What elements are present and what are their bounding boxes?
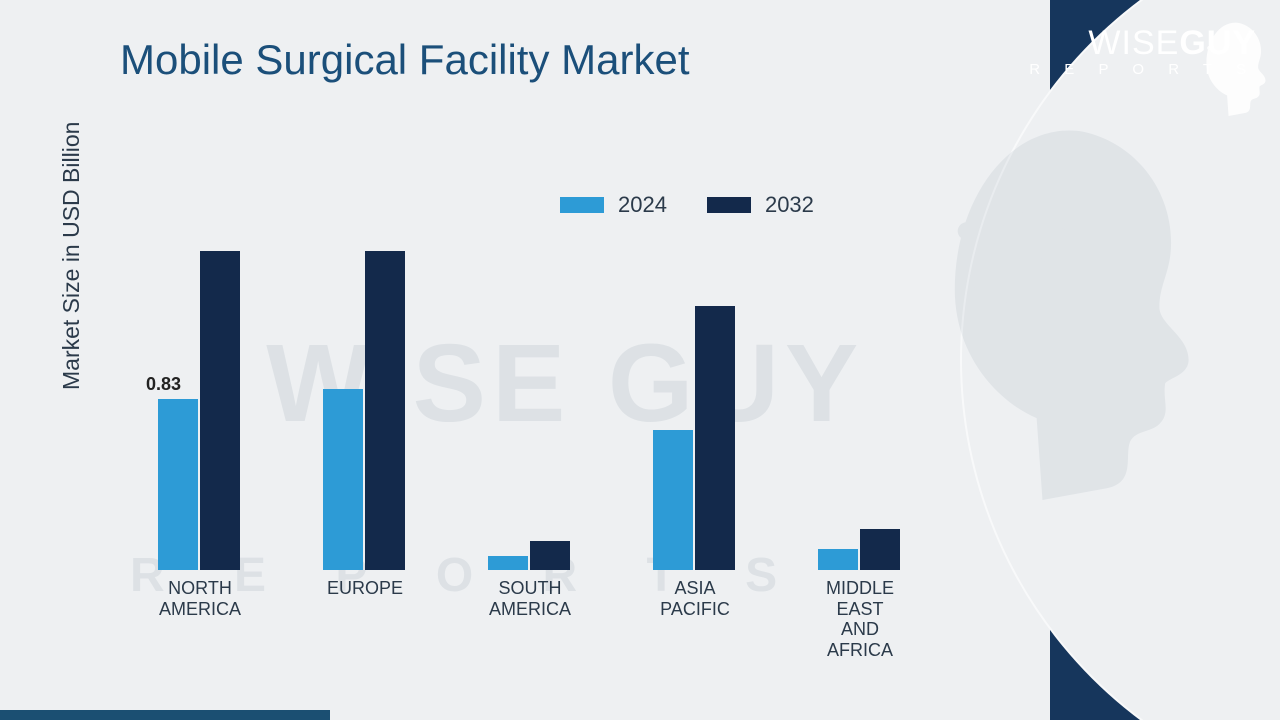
- category-label-na: NORTH AMERICA: [130, 578, 270, 619]
- category-label-sa: SOUTH AMERICA: [460, 578, 600, 619]
- bar-2024-mea: [818, 549, 858, 570]
- legend-swatch-2024: [560, 197, 604, 213]
- bar-2024-ap: [653, 430, 693, 570]
- legend: 2024 2032: [560, 192, 814, 218]
- logo-line1: WISEGUY: [1029, 26, 1256, 60]
- brand-logo: WISEGUY R E P O R T S: [1029, 26, 1256, 77]
- bar-2032-mea: [860, 529, 900, 570]
- category-label-mea: MIDDLE EAST AND AFRICA: [790, 578, 930, 661]
- bar-2032-eu: [365, 251, 405, 570]
- bar-2024-na: [158, 399, 198, 570]
- category-labels: NORTH AMERICA EUROPE SOUTH AMERICA ASIA PAC…: [100, 574, 920, 714]
- value-label-na: 0.83: [146, 374, 181, 395]
- logo-word-wise: WISE: [1088, 24, 1179, 62]
- bar-2032-sa: [530, 541, 570, 570]
- legend-item-2032: 2032: [707, 192, 814, 218]
- logo-word-guy: GUY: [1179, 24, 1256, 62]
- legend-label-2032: 2032: [765, 192, 814, 218]
- logo-line2: R E P O R T S: [1029, 62, 1256, 77]
- bar-2032-na: [200, 251, 240, 570]
- stage: WISE GUY R E P O R T S WISEGUY R E P O R…: [0, 0, 1280, 720]
- bar-2032-ap: [695, 306, 735, 570]
- legend-item-2024: 2024: [560, 192, 667, 218]
- bar-2024-eu: [323, 389, 363, 570]
- bar-2024-sa: [488, 556, 528, 570]
- category-label-ap: ASIA PACIFIC: [625, 578, 765, 619]
- category-label-eu: EUROPE: [295, 578, 435, 599]
- legend-swatch-2032: [707, 197, 751, 213]
- bar-chart: 0.83: [100, 220, 920, 570]
- legend-label-2024: 2024: [618, 192, 667, 218]
- y-axis-label: Market Size in USD Billion: [58, 122, 85, 390]
- chart-title: Mobile Surgical Facility Market: [120, 36, 690, 84]
